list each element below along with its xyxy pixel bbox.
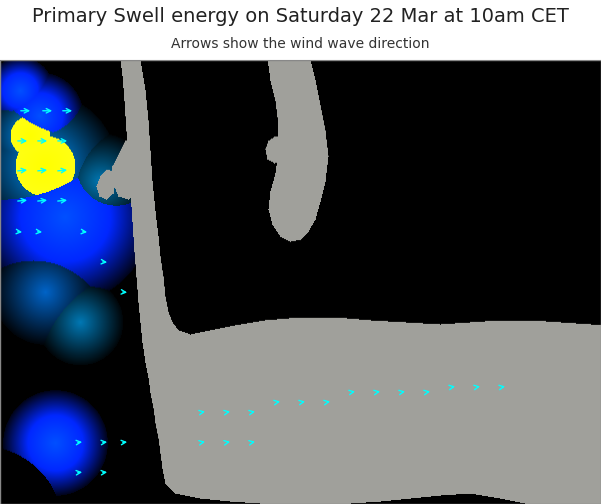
Text: Arrows show the wind wave direction: Arrows show the wind wave direction: [171, 37, 430, 50]
Text: Primary Swell energy on Saturday 22 Mar at 10am CET: Primary Swell energy on Saturday 22 Mar …: [32, 8, 569, 26]
